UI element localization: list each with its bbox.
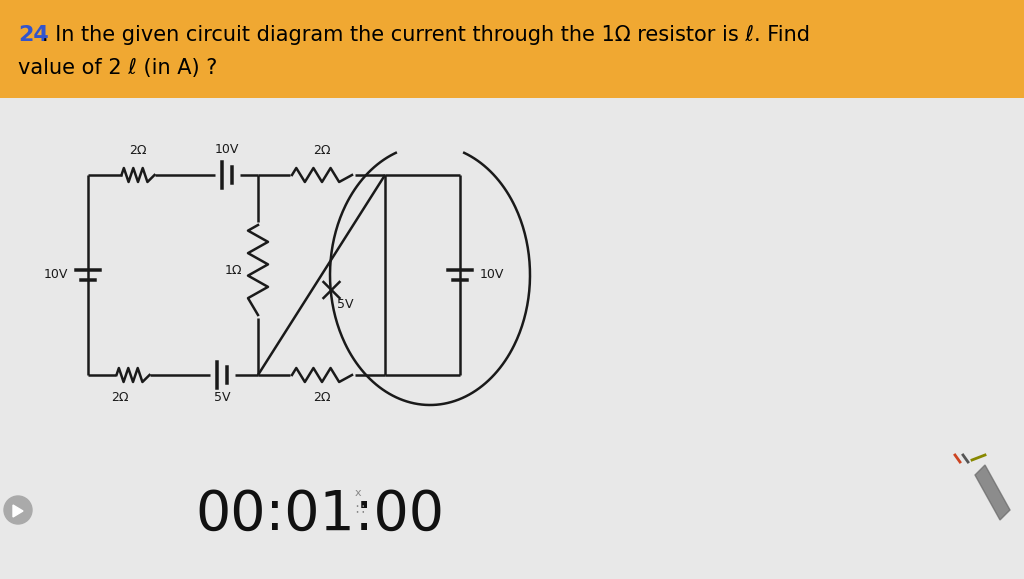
Text: 1Ω: 1Ω [224, 263, 242, 277]
Text: ∷: ∷ [355, 503, 364, 517]
Text: 5V: 5V [337, 298, 353, 311]
Text: 2Ω: 2Ω [313, 144, 331, 157]
Text: 2Ω: 2Ω [129, 144, 146, 157]
Text: . In the given circuit diagram the current through the 1Ω resistor is ℓ. Find: . In the given circuit diagram the curre… [42, 25, 810, 45]
Polygon shape [975, 465, 1010, 520]
Text: 10V: 10V [215, 143, 240, 156]
Text: 5V: 5V [214, 391, 230, 404]
Text: 10V: 10V [44, 269, 68, 281]
Text: 2Ω: 2Ω [112, 391, 129, 404]
Text: 24: 24 [18, 25, 49, 45]
Polygon shape [13, 505, 23, 517]
Text: 2Ω: 2Ω [313, 391, 331, 404]
Text: 10V: 10V [480, 269, 505, 281]
Text: x: x [355, 488, 361, 498]
Bar [0, 0, 1024, 98]
Text: value of 2 ℓ (in A) ?: value of 2 ℓ (in A) ? [18, 58, 217, 78]
Text: 00:01:00: 00:01:00 [195, 488, 444, 542]
Circle shape [4, 496, 32, 524]
